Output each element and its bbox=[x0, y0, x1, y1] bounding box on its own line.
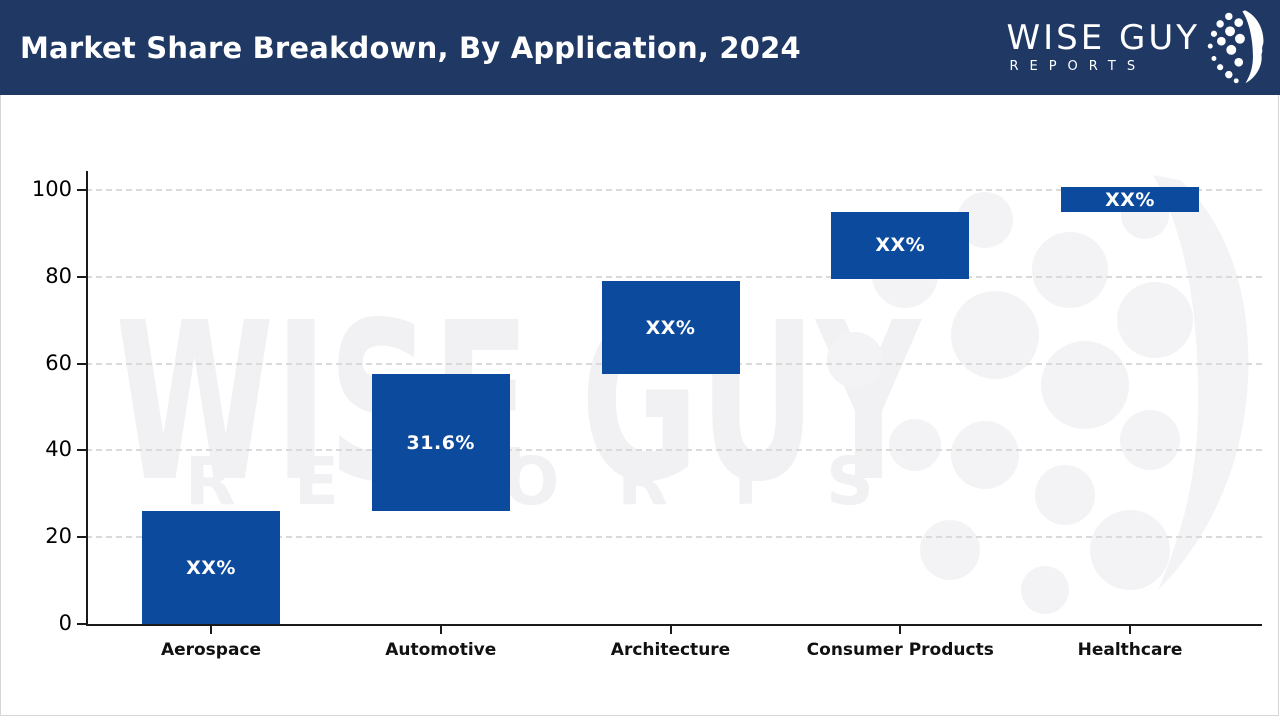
bar-value-label: XX% bbox=[645, 316, 696, 339]
x-axis-tick bbox=[439, 626, 442, 634]
x-axis-tick bbox=[210, 626, 212, 634]
brand-logo: WISE GUY REPORTS bbox=[1006, 9, 1266, 87]
x-axis-tick bbox=[669, 626, 672, 634]
y-tick-label: 80 bbox=[45, 263, 72, 288]
bar-aerospace: XX% bbox=[142, 511, 280, 624]
bar-healthcare: XX% bbox=[1061, 187, 1199, 212]
y-tick-label: 100 bbox=[31, 177, 72, 201]
gridline bbox=[86, 275, 1262, 278]
logo-text: WISE GUY REPORTS bbox=[1006, 21, 1200, 74]
bar-value-label: 31.6% bbox=[406, 431, 475, 454]
y-axis-tick bbox=[77, 189, 86, 191]
watermark-wordmark: WISE GUY bbox=[115, 275, 921, 530]
logo-wordmark: WISE GUY bbox=[1006, 18, 1200, 58]
y-tick-label: 20 bbox=[45, 524, 72, 549]
x-category-label: Architecture bbox=[610, 640, 731, 660]
page-title: Market Share Breakdown, By Application, … bbox=[20, 30, 801, 65]
y-axis bbox=[86, 171, 88, 626]
x-category-label: Healthcare bbox=[1077, 640, 1183, 660]
logo-subtext: REPORTS bbox=[1009, 59, 1147, 74]
y-axis-tick bbox=[77, 362, 86, 365]
y-tick-label: 60 bbox=[45, 350, 72, 375]
y-axis-tick bbox=[77, 536, 86, 539]
x-category-label: Aerospace bbox=[160, 640, 262, 660]
y-axis-tick bbox=[77, 449, 86, 452]
chart-area: WISE GUY REPORTS 0 20 40 60 80 100 XX% 31.6% XX%… bbox=[0, 95, 1280, 720]
header: Market Share Breakdown, By Application, … bbox=[0, 0, 1280, 95]
x-axis bbox=[86, 624, 1262, 626]
bar-consumer-products: XX% bbox=[831, 211, 970, 279]
bar-automotive: 31.6% bbox=[371, 374, 510, 512]
y-axis-tick bbox=[77, 623, 86, 625]
x-category-label: Automotive bbox=[385, 640, 497, 660]
x-axis-tick bbox=[899, 626, 902, 634]
gridline bbox=[86, 536, 1262, 539]
bar-architecture: XX% bbox=[601, 281, 740, 374]
gridline bbox=[86, 189, 1262, 191]
y-tick-label: 0 bbox=[58, 611, 72, 635]
x-axis-tick bbox=[1129, 626, 1131, 634]
bar-value-label: XX% bbox=[1105, 188, 1155, 211]
bar-value-label: XX% bbox=[875, 234, 926, 257]
watermark-face-icon bbox=[827, 175, 1249, 614]
bar-value-label: XX% bbox=[186, 556, 236, 579]
logo-face-icon bbox=[1207, 9, 1264, 83]
watermark-subtext: REPORTS bbox=[185, 443, 932, 520]
y-axis-tick bbox=[77, 275, 86, 278]
x-category-label: Consumer Products bbox=[806, 640, 994, 660]
gridline bbox=[86, 449, 1262, 452]
y-tick-label: 40 bbox=[45, 437, 72, 462]
